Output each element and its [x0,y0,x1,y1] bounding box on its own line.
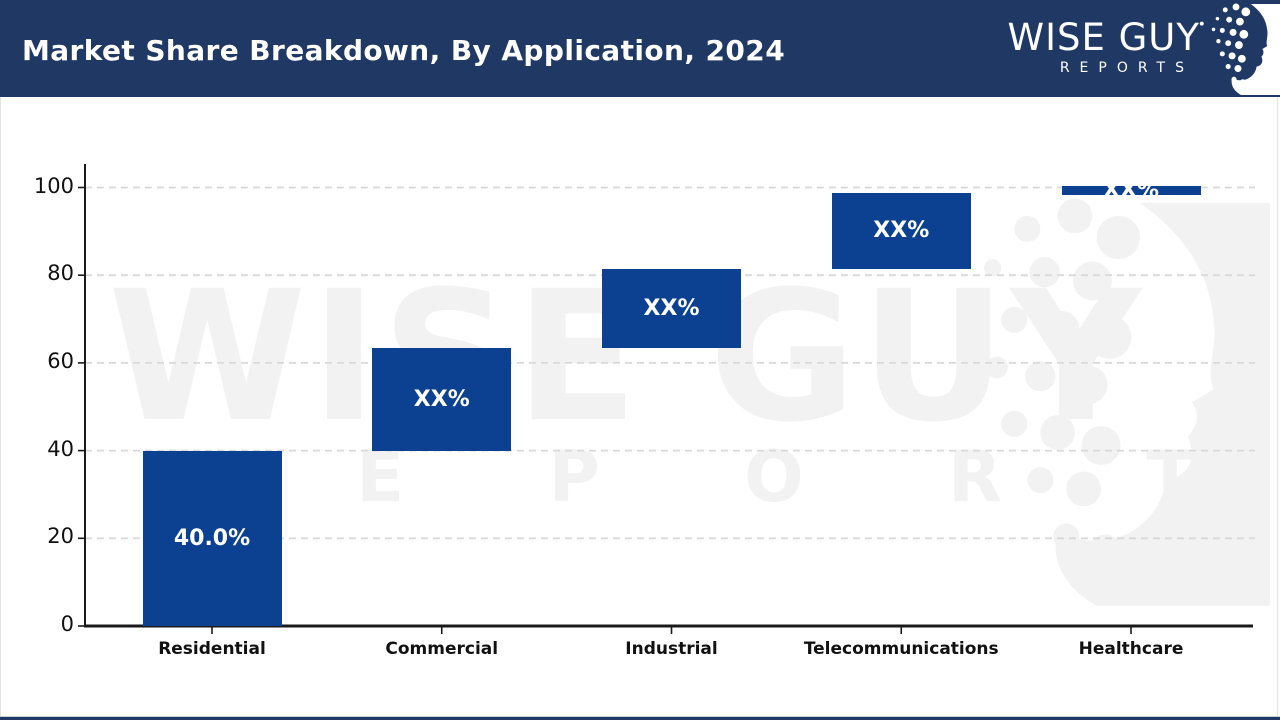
footer-accent-bar [0,717,1280,720]
page-border-right [1277,97,1278,717]
y-tick-label: 60 [47,348,74,373]
x-category-label: Residential [158,639,266,659]
bar-telecommunications: XX% [831,192,971,269]
page-title: Market Share Breakdown, By Application, … [22,34,786,67]
y-tick-label: 40 [47,436,74,461]
bar-value-label: XX% [413,386,470,412]
bar-healthcare: XX% [1061,186,1201,195]
bar-commercial: XX% [372,347,512,451]
header-bar: Market Share Breakdown, By Application, … [0,0,1280,97]
bar-value-label: XX% [873,218,930,244]
x-category-label: Telecommunications [803,639,999,659]
bar-value-label: XX% [643,295,700,321]
bar-industrial: XX% [602,268,741,348]
bar-value-label: 40.0% [173,525,251,551]
x-category-label: Industrial [625,639,718,659]
page-border-bottom [0,716,1280,717]
wiseguy-head-icon [1192,3,1280,95]
bar-residential: 40.0% [142,450,282,626]
y-tick-label: 20 [47,524,74,549]
x-category-label: Healthcare [1078,639,1184,659]
y-tick-label: 80 [47,261,74,286]
x-category-label: Commercial [385,639,499,659]
y-tick-label: 0 [60,612,74,636]
page-border-left [0,97,1,717]
logo-subtext: REPORTS [1059,60,1194,76]
logo-text: WISE GUY [1007,16,1200,59]
bar-value-label: XX% [1103,186,1159,195]
watermark-head-icon [966,198,1270,606]
y-tick-label: 100 [33,173,74,198]
wiseguy-logo: WISE GUY REPORTS [1007,0,1280,97]
